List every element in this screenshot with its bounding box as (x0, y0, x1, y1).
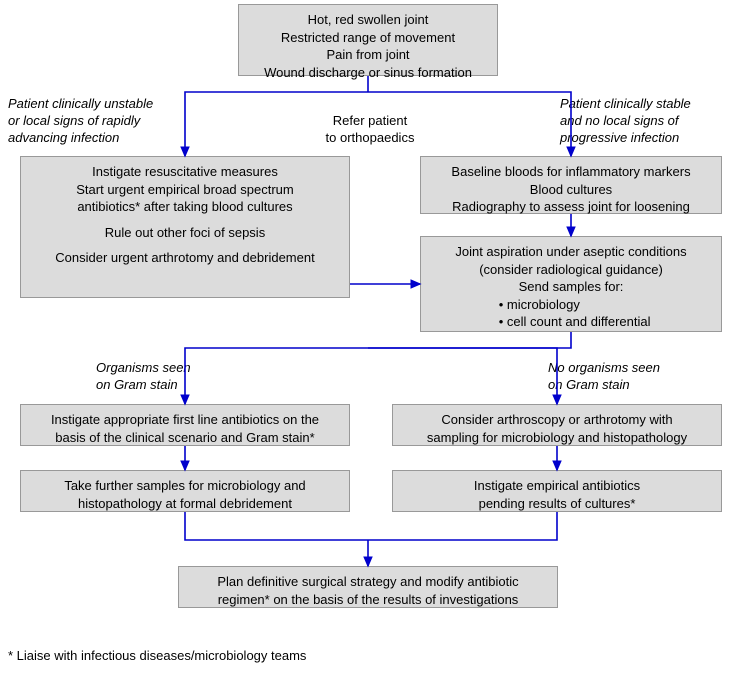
start-box: Hot, red swollen jointRestricted range o… (238, 4, 498, 76)
final-box: Plan definitive surgical strategy and mo… (178, 566, 558, 608)
label-stable: Patient clinically stableand no local si… (560, 96, 736, 147)
samples-box: Take further samples for microbiology an… (20, 470, 350, 512)
label-organisms: Organisms seenon Gram stain (96, 360, 236, 394)
aspiration-box: Joint aspiration under aseptic condition… (420, 236, 722, 332)
stable-box: Baseline bloods for inflammatory markers… (420, 156, 722, 214)
label-unstable: Patient clinically unstableor local sign… (8, 96, 198, 147)
label-no-organisms: No organisms seenon Gram stain (548, 360, 708, 394)
footnote: * Liaise with infectious diseases/microb… (8, 648, 306, 663)
refer-text: Refer patientto orthopaedics (310, 113, 430, 147)
empirical-box: Instigate empirical antibioticspending r… (392, 470, 722, 512)
no-organisms-box: Consider arthroscopy or arthrotomy withs… (392, 404, 722, 446)
organisms-box: Instigate appropriate first line antibio… (20, 404, 350, 446)
unstable-box: Instigate resuscitative measuresStart ur… (20, 156, 350, 298)
